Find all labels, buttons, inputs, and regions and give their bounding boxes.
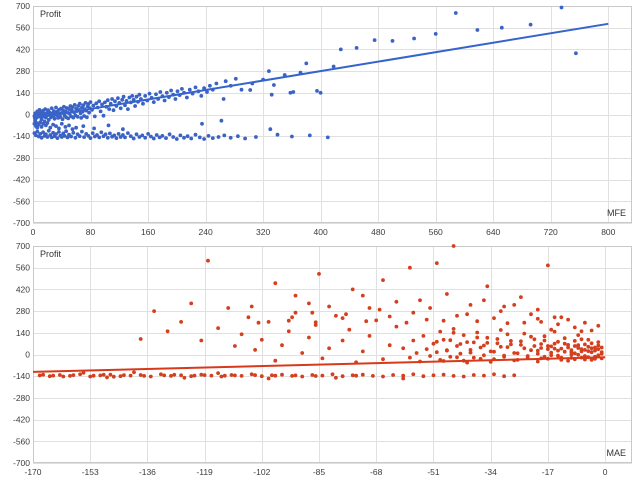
svg-text:-170: -170 bbox=[24, 467, 41, 477]
svg-text:-700: -700 bbox=[13, 458, 30, 468]
mfe-chart-x-axis-title: MFE bbox=[607, 208, 626, 218]
svg-text:720: 720 bbox=[544, 227, 558, 237]
svg-text:-420: -420 bbox=[13, 175, 30, 185]
svg-text:-34: -34 bbox=[485, 467, 498, 477]
plot-border bbox=[33, 246, 632, 463]
svg-text:560: 560 bbox=[16, 23, 30, 33]
svg-text:400: 400 bbox=[314, 227, 328, 237]
plot-border bbox=[33, 6, 632, 223]
svg-text:-119: -119 bbox=[196, 467, 213, 477]
trend-line bbox=[32, 356, 606, 373]
svg-text:-68: -68 bbox=[370, 467, 383, 477]
svg-text:420: 420 bbox=[16, 284, 30, 294]
svg-text:560: 560 bbox=[16, 263, 30, 273]
svg-text:-280: -280 bbox=[13, 153, 30, 163]
svg-text:420: 420 bbox=[16, 44, 30, 54]
profit-mfe-plot: 0 80 160 240 320 400 480 560 640 720 800 700 560 420 2… bbox=[13, 1, 632, 237]
y-tick-labels: 700 560 420 280 140 0 -140 -280 -420 -560 -700 bbox=[13, 241, 30, 468]
scatter-points bbox=[37, 244, 604, 381]
svg-text:280: 280 bbox=[16, 66, 30, 76]
svg-text:280: 280 bbox=[16, 306, 30, 316]
x-tick-labels: -170 -153 -136 -119 -102 -85 -68 -51 -34 -17 0 bbox=[24, 467, 607, 477]
svg-text:800: 800 bbox=[601, 227, 615, 237]
profit-mae-chart: -170 -153 -136 -119 -102 -85 -68 -51 -34 -17 0 700 5… bbox=[0, 240, 640, 480]
svg-text:480: 480 bbox=[371, 227, 385, 237]
svg-text:-700: -700 bbox=[13, 218, 30, 228]
svg-text:-136: -136 bbox=[139, 467, 156, 477]
svg-text:-560: -560 bbox=[13, 196, 30, 206]
svg-text:140: 140 bbox=[16, 88, 30, 98]
svg-text:-85: -85 bbox=[313, 467, 326, 477]
svg-text:-140: -140 bbox=[13, 131, 30, 141]
svg-text:0: 0 bbox=[25, 110, 30, 120]
svg-text:-51: -51 bbox=[427, 467, 440, 477]
y-tick-labels: 700 560 420 280 140 0 -140 -280 -420 -560 -700 bbox=[13, 1, 30, 228]
mfe-chart-y-axis-title: Profit bbox=[40, 9, 62, 19]
mae-chart-x-axis-title: MAE bbox=[606, 448, 626, 458]
svg-text:700: 700 bbox=[16, 241, 30, 251]
svg-text:-153: -153 bbox=[82, 467, 99, 477]
svg-text:-420: -420 bbox=[13, 415, 30, 425]
profit-mae-plot: -170 -153 -136 -119 -102 -85 -68 -51 -34 -17 07005… bbox=[13, 241, 632, 477]
svg-text:-280: -280 bbox=[13, 393, 30, 403]
trend-line bbox=[32, 22, 609, 120]
svg-text:640: 640 bbox=[486, 227, 500, 237]
svg-text:320: 320 bbox=[256, 227, 270, 237]
svg-text:0: 0 bbox=[603, 467, 608, 477]
svg-text:0: 0 bbox=[31, 227, 36, 237]
svg-text:80: 80 bbox=[86, 227, 96, 237]
svg-text:-17: -17 bbox=[542, 467, 555, 477]
svg-text:-102: -102 bbox=[253, 467, 270, 477]
svg-text:160: 160 bbox=[141, 227, 155, 237]
x-tick-labels: 0 80 160 240 320 400 480 560 640 720 800 bbox=[31, 227, 616, 237]
profit-mfe-chart: 0 80 160 240 320 400 480 560 640 720 800 700 560 420 2… bbox=[13, 1, 632, 237]
svg-text:560: 560 bbox=[429, 227, 443, 237]
svg-text:0: 0 bbox=[25, 350, 30, 360]
svg-text:700: 700 bbox=[16, 1, 30, 11]
grid-lines bbox=[33, 6, 632, 224]
svg-text:140: 140 bbox=[16, 328, 30, 338]
svg-text:240: 240 bbox=[199, 227, 213, 237]
svg-text:-560: -560 bbox=[13, 436, 30, 446]
mae-chart-y-axis-title: Profit bbox=[40, 249, 62, 259]
svg-text:-140: -140 bbox=[13, 371, 30, 381]
grid-lines bbox=[33, 246, 632, 464]
